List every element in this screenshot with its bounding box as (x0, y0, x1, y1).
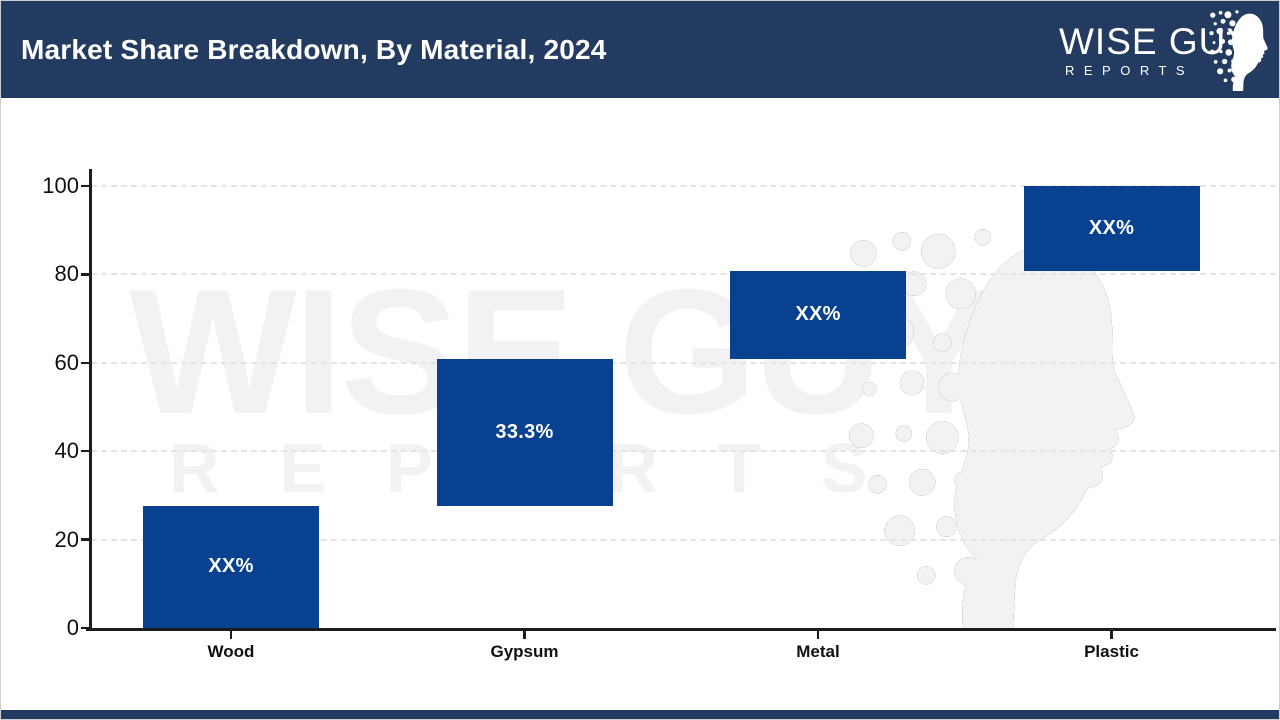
y-axis-tick-label: 40 (54, 438, 79, 464)
chart-title: Market Share Breakdown, By Material, 202… (21, 33, 607, 65)
bar-gypsum: 33.3% (436, 358, 613, 506)
gridline-100 (91, 185, 1276, 187)
y-axis-tick-mark (81, 184, 89, 188)
gridline-40 (91, 450, 1276, 453)
logo-subtext: REPORTS (1065, 63, 1195, 78)
bar-value-label: XX% (1088, 216, 1135, 239)
x-axis-tick-mark (523, 631, 526, 639)
y-axis-tick-label: 100 (42, 173, 79, 198)
bar-value-label: XX% (208, 555, 254, 578)
y-axis-tick-label: 20 (54, 526, 79, 552)
y-axis-tick-label: 0 (66, 615, 79, 640)
gridline-80 (91, 273, 1276, 276)
y-axis-tick-label: 80 (54, 261, 79, 287)
y-axis-tick-label: 60 (54, 349, 79, 375)
logo-wordmark: WISE GUY (1059, 21, 1253, 62)
y-axis-tick-mark (81, 538, 89, 541)
y-axis-tick-mark (81, 361, 89, 365)
footer-band (1, 710, 1279, 719)
bar-value-label: 33.3% (495, 420, 554, 443)
x-axis-tick-mark (816, 631, 820, 639)
x-axis-tick-mark (229, 631, 233, 639)
bar-metal: XX% (730, 270, 906, 359)
x-axis-line (86, 628, 1276, 631)
bar-plastic: XX% (1023, 186, 1200, 271)
bar-wood: XX% (143, 506, 319, 628)
y-axis-tick-mark (81, 626, 89, 630)
x-axis-category-label: Plastic (1084, 642, 1139, 661)
gridline-60 (91, 361, 1276, 364)
wiseguy-logo: WISE GUY REPORTS (1021, 7, 1271, 93)
x-axis-category-label: Metal (796, 642, 840, 661)
gridline-20 (91, 538, 1276, 541)
header-band: Market Share Breakdown, By Material, 202… (1, 1, 1279, 98)
bar-value-label: XX% (795, 303, 841, 326)
x-axis-category-label: Wood (207, 642, 255, 661)
y-axis-tick-mark (81, 449, 89, 453)
y-axis-line (89, 169, 92, 631)
y-axis-tick-mark (81, 273, 89, 276)
x-axis-tick-mark (1110, 631, 1113, 639)
x-axis-category-label: Gypsum (490, 642, 559, 661)
